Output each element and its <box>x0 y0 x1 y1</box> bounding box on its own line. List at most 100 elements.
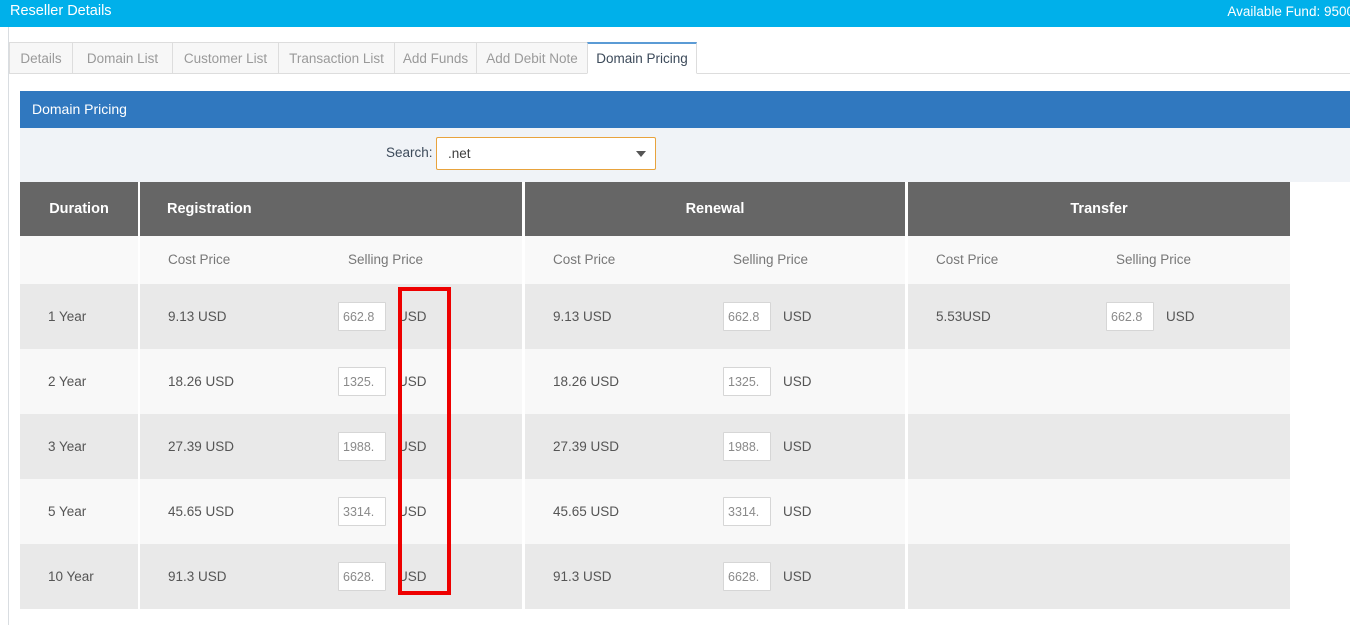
sub-header-cost-price: Cost Price <box>553 252 616 267</box>
group-header-registration: Registration <box>140 182 522 236</box>
selling-price-input[interactable] <box>338 367 386 396</box>
currency-label: USD <box>783 309 812 324</box>
tab-customer-list[interactable]: Customer List <box>172 42 279 74</box>
selling-price-input[interactable] <box>338 302 386 331</box>
currency-label: USD <box>1166 309 1195 324</box>
tab-label: Add Debit Note <box>486 51 578 66</box>
group-header-duration: Duration <box>20 182 138 236</box>
selling-price-input[interactable] <box>723 432 771 461</box>
pricing-table: Duration 1 Year 2 Year 3 Year 5 Year 10 Year R… <box>20 182 1350 612</box>
search-tld-selected-value: .net <box>448 146 471 161</box>
selling-price-input[interactable] <box>338 432 386 461</box>
column-group-transfer: Transfer Cost Price Selling Price 5.53USD US… <box>908 182 1290 609</box>
table-row <box>908 479 1290 544</box>
page-title: Reseller Details <box>10 3 112 19</box>
cost-price-value: 91.3 USD <box>553 569 612 584</box>
sub-header-row-registration: Cost Price Selling Price <box>140 236 522 284</box>
tab-domain-pricing[interactable]: Domain Pricing <box>587 42 697 74</box>
table-row: 27.39 USD USD <box>140 414 522 479</box>
table-row: 45.65 USD USD <box>525 479 905 544</box>
chevron-down-icon <box>636 151 646 157</box>
column-group-duration: Duration 1 Year 2 Year 3 Year 5 Year 10 Year <box>20 182 138 609</box>
currency-label: USD <box>398 374 427 389</box>
tab-label: Details <box>20 51 62 66</box>
page-body: Details Domain List Customer List Transacti… <box>0 27 1350 625</box>
sub-header-row-renewal: Cost Price Selling Price <box>525 236 905 284</box>
sub-header-row-duration <box>20 236 138 284</box>
panel-header: Domain Pricing <box>20 91 1350 128</box>
cost-price-value: 91.3 USD <box>168 569 227 584</box>
duration-cell: 1 Year <box>48 309 87 324</box>
tab-details[interactable]: Details <box>9 42 73 74</box>
cost-price-value: 9.13 USD <box>168 309 227 324</box>
table-row: 2 Year <box>20 349 138 414</box>
domain-pricing-panel: Domain Pricing Search: .net Duration 1 Ye… <box>20 91 1350 612</box>
search-tld-select[interactable]: .net <box>436 137 656 170</box>
table-row: 5.53USD USD <box>908 284 1290 349</box>
search-bar: Search: .net <box>20 128 1350 182</box>
sub-header-cost-price: Cost Price <box>168 252 231 267</box>
table-row: 3 Year <box>20 414 138 479</box>
cost-price-value: 27.39 USD <box>168 439 235 454</box>
table-row: 9.13 USD USD <box>140 284 522 349</box>
sub-header-row-transfer: Cost Price Selling Price <box>908 236 1290 284</box>
selling-price-input[interactable] <box>1106 302 1154 331</box>
tab-add-debit-note[interactable]: Add Debit Note <box>476 42 588 74</box>
cost-price-value: 18.26 USD <box>553 374 620 389</box>
tab-label: Domain List <box>86 51 159 66</box>
selling-price-input[interactable] <box>723 562 771 591</box>
selling-price-input[interactable] <box>338 497 386 526</box>
available-fund-label: Available Fund: 9500 <box>1227 4 1350 19</box>
group-header-renewal: Renewal <box>525 182 905 236</box>
tab-transaction-list[interactable]: Transaction List <box>278 42 395 74</box>
currency-label: USD <box>783 439 812 454</box>
table-row: 91.3 USD USD <box>525 544 905 609</box>
cost-price-value: 27.39 USD <box>553 439 620 454</box>
currency-label: USD <box>783 374 812 389</box>
currency-label: USD <box>783 569 812 584</box>
tab-domain-list[interactable]: Domain List <box>72 42 173 74</box>
cost-price-value: 45.65 USD <box>553 504 620 519</box>
tab-add-funds[interactable]: Add Funds <box>394 42 477 74</box>
currency-label: USD <box>783 504 812 519</box>
selling-price-input[interactable] <box>338 562 386 591</box>
sub-header-selling-price: Selling Price <box>733 252 809 267</box>
selling-price-input[interactable] <box>723 302 771 331</box>
table-row: 18.26 USD USD <box>525 349 905 414</box>
table-row: 10 Year <box>20 544 138 609</box>
selling-price-input[interactable] <box>723 367 771 396</box>
sub-header-selling-price: Selling Price <box>348 252 424 267</box>
cost-price-value: 18.26 USD <box>168 374 235 389</box>
tab-label: Transaction List <box>289 51 384 66</box>
panel-title: Domain Pricing <box>32 101 127 117</box>
table-row: 91.3 USD USD <box>140 544 522 609</box>
table-row: 18.26 USD USD <box>140 349 522 414</box>
currency-label: USD <box>398 504 427 519</box>
selling-price-input[interactable] <box>723 497 771 526</box>
sub-header-cost-price: Cost Price <box>936 252 999 267</box>
search-label: Search: <box>386 145 433 160</box>
group-header-transfer: Transfer <box>908 182 1290 236</box>
currency-label: USD <box>398 439 427 454</box>
table-row: 45.65 USD USD <box>140 479 522 544</box>
duration-cell: 2 Year <box>48 374 87 389</box>
left-divider <box>8 27 9 625</box>
currency-label: USD <box>398 309 427 324</box>
tab-label: Add Funds <box>402 51 469 66</box>
column-group-registration: Registration Cost Price Selling Price 9.13 … <box>140 182 522 609</box>
table-row: 5 Year <box>20 479 138 544</box>
cost-price-value: 5.53USD <box>936 309 991 324</box>
top-bar: Reseller Details Available Fund: 9500 <box>0 0 1350 27</box>
currency-label: USD <box>398 569 427 584</box>
table-row: 9.13 USD USD <box>525 284 905 349</box>
tab-bar: Details Domain List Customer List Transacti… <box>9 42 1350 74</box>
cost-price-value: 9.13 USD <box>553 309 612 324</box>
table-row: 27.39 USD USD <box>525 414 905 479</box>
duration-cell: 10 Year <box>48 569 94 584</box>
duration-cell: 5 Year <box>48 504 87 519</box>
table-row <box>908 349 1290 414</box>
table-row <box>908 414 1290 479</box>
table-row: 1 Year <box>20 284 138 349</box>
table-row <box>908 544 1290 609</box>
